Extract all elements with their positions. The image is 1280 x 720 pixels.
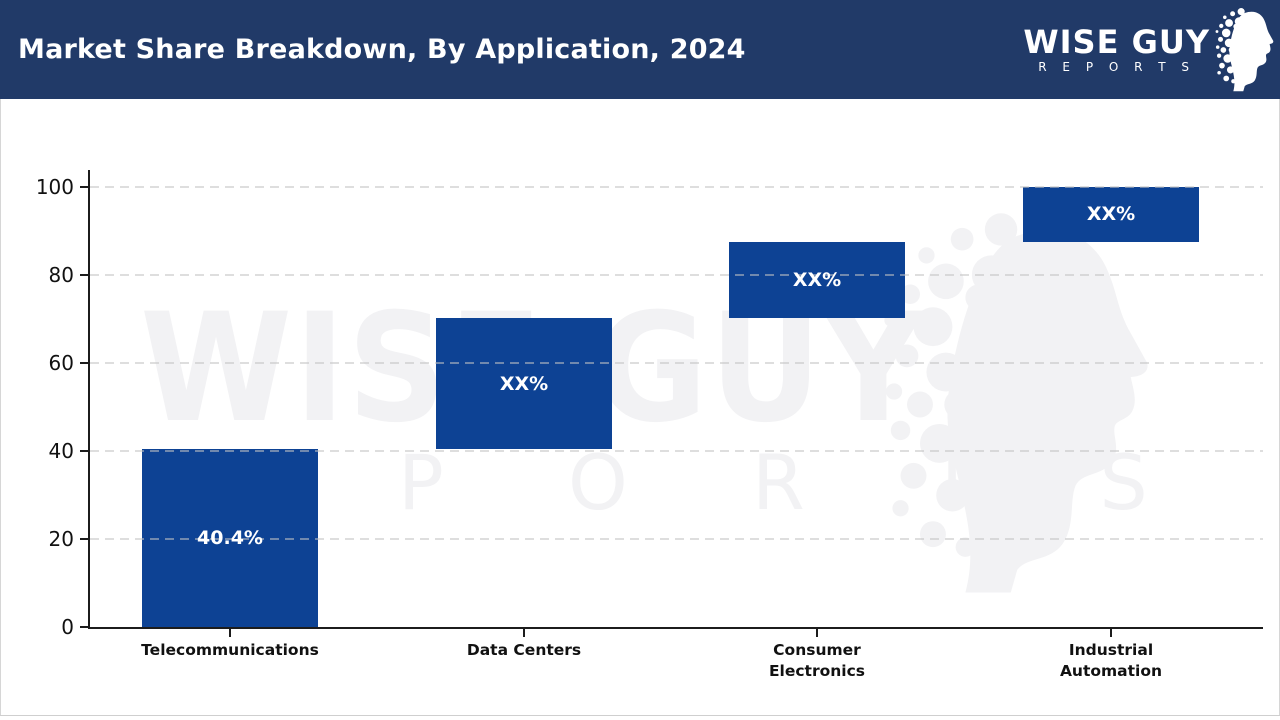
wise-guy-reports-logo: WISE GUY R E P O R T S [1023, 0, 1276, 99]
gridline-80 [90, 274, 1263, 276]
bar-data-centers [436, 318, 612, 449]
chart-title: Market Share Breakdown, By Application, … [18, 34, 746, 65]
logo-text: WISE GUY R E P O R T S [1023, 25, 1210, 74]
x-tick-mark-industrial-automation [1110, 629, 1112, 637]
bar-value-label-consumer-electronics: XX% [792, 269, 842, 291]
y-tick-label-40: 40 [48, 439, 74, 463]
x-axis-line [88, 627, 1263, 629]
y-tick-mark-20 [80, 538, 88, 540]
page-bottom-rule [0, 715, 1280, 716]
x-axis-label-industrial-automation: Industrial Automation [1059, 641, 1163, 680]
x-tick-mark-consumer-electronics [816, 629, 818, 637]
y-tick-label-20: 20 [48, 527, 74, 551]
y-tick-mark-40 [80, 450, 88, 452]
y-tick-label-60: 60 [48, 351, 74, 375]
gridline-60 [90, 362, 1263, 364]
y-tick-label-0: 0 [61, 615, 74, 639]
gridline-40 [90, 450, 1263, 452]
x-axis-label-consumer-electronics: Consumer Electronics [768, 641, 866, 680]
y-tick-mark-0 [80, 626, 88, 628]
x-axis-label-data-centers: Data Centers [466, 641, 582, 659]
y-tick-label-80: 80 [48, 263, 74, 287]
bar-consumer-electronics [729, 242, 905, 318]
y-axis-line [88, 170, 90, 629]
gridline-100 [90, 186, 1263, 188]
y-tick-mark-80 [80, 274, 88, 276]
x-tick-mark-data-centers [523, 629, 525, 637]
bar-value-label-industrial-automation: XX% [1086, 203, 1136, 225]
logo-face-icon [1215, 7, 1274, 91]
x-axis-label-telecommunications: Telecommunications [141, 641, 319, 659]
y-tick-mark-100 [80, 186, 88, 188]
bar-value-label-telecommunications: 40.4% [197, 527, 263, 549]
bar-value-label-data-centers: XX% [499, 373, 549, 395]
logo-brand-subtitle: R E P O R T S [1038, 60, 1196, 74]
logo-brand-name: WISE GUY [1023, 23, 1210, 61]
chart-header: Market Share Breakdown, By Application, … [0, 0, 1280, 99]
y-tick-mark-60 [80, 362, 88, 364]
bar-industrial-automation [1023, 187, 1199, 242]
x-tick-mark-telecommunications [229, 629, 231, 637]
gridline-20 [90, 538, 1263, 540]
y-tick-label-100: 100 [35, 175, 74, 199]
